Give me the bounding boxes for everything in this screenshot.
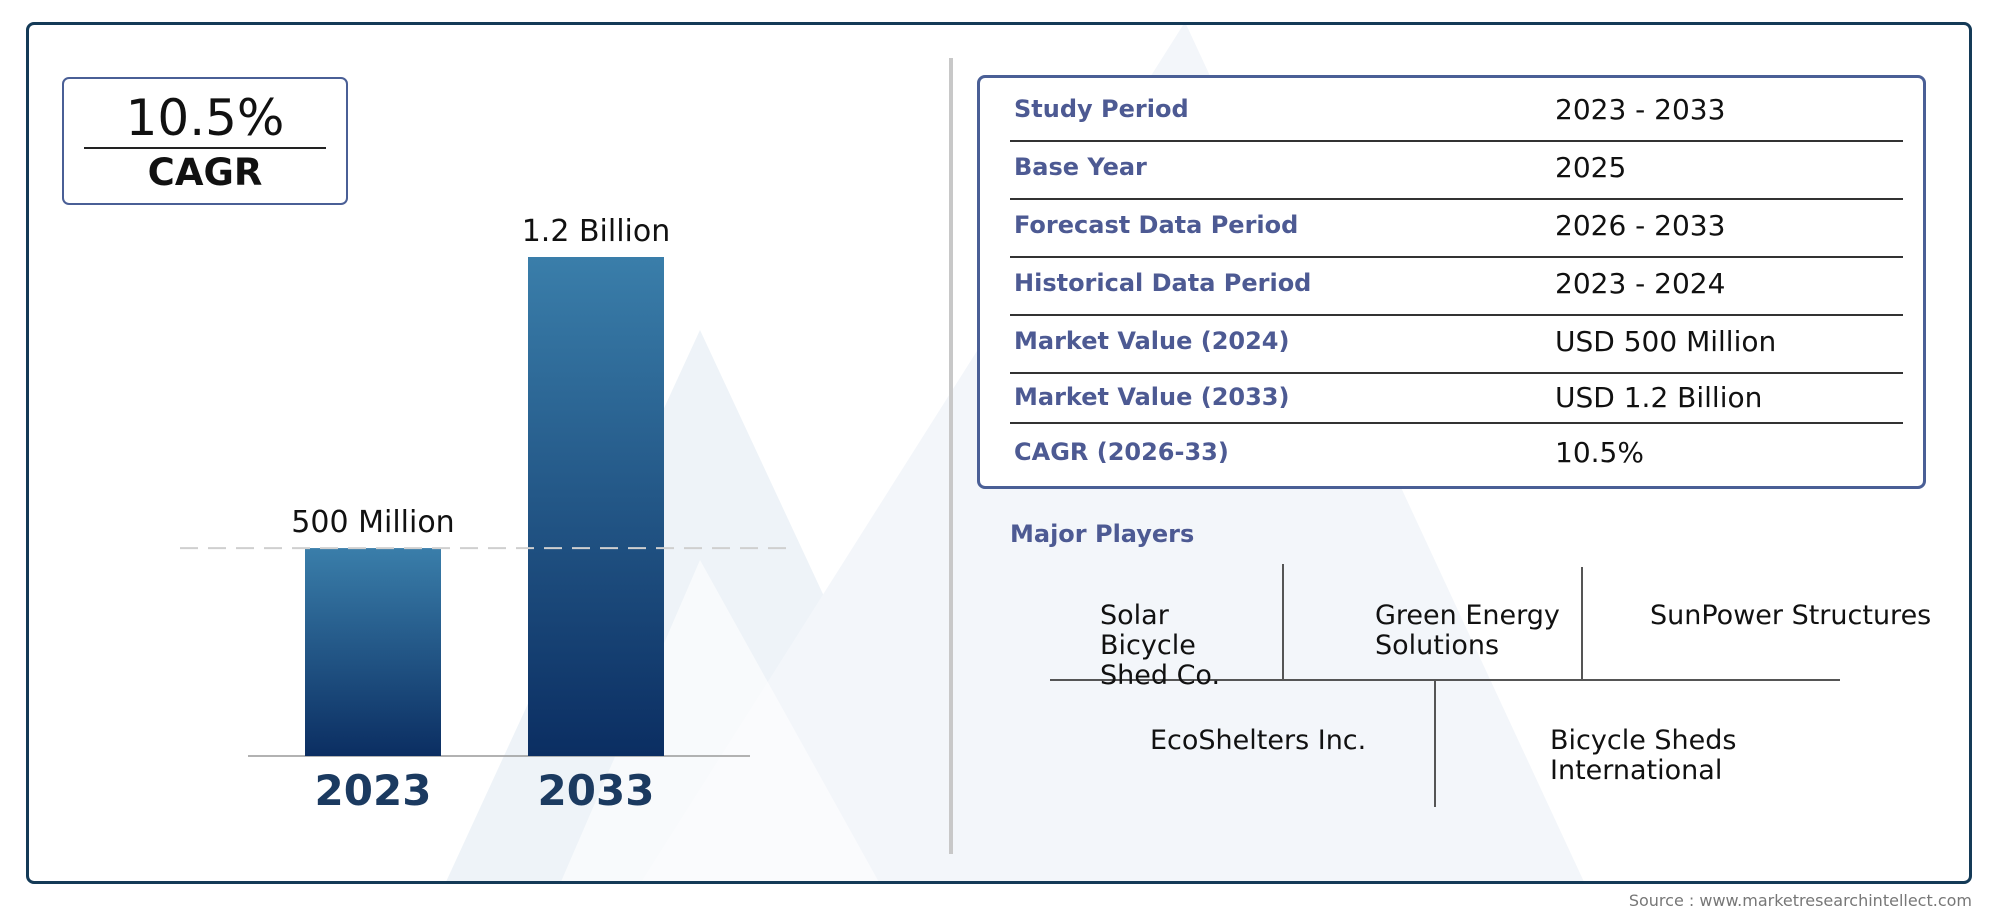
cagr-value: 10.5% xyxy=(125,89,285,147)
row-value: 2025 xyxy=(1555,151,1627,184)
row-label: Study Period xyxy=(1014,95,1189,123)
row-separator xyxy=(1010,140,1903,142)
row-label: Base Year xyxy=(1014,153,1147,181)
source-credit: Source : www.marketresearchintellect.com xyxy=(1628,891,1972,910)
cagr-badge: 10.5% CAGR xyxy=(62,77,348,205)
row-value: USD 500 Million xyxy=(1555,325,1777,358)
row-separator xyxy=(1010,372,1903,374)
content-frame xyxy=(26,22,1972,884)
row-label: CAGR (2026-33) xyxy=(1014,438,1229,466)
row-label: Forecast Data Period xyxy=(1014,211,1299,239)
player-name: Green Energy Solutions xyxy=(1375,600,1560,661)
bar-2023 xyxy=(305,548,441,756)
category-label: 2023 xyxy=(315,766,432,815)
market-info-table: Study Period 2023 - 2033 Base Year 2025 Fore… xyxy=(977,75,1926,489)
player-name: Bicycle Sheds International xyxy=(1550,725,1737,786)
section-divider xyxy=(949,58,953,854)
row-separator xyxy=(1010,314,1903,316)
player-name: EcoShelters Inc. xyxy=(1150,725,1367,756)
row-label: Market Value (2033) xyxy=(1014,383,1290,411)
row-separator xyxy=(1010,422,1903,424)
bar-2033 xyxy=(528,257,664,756)
row-value: USD 1.2 Billion xyxy=(1555,381,1763,414)
row-value: 10.5% xyxy=(1555,436,1644,469)
row-separator xyxy=(1010,256,1903,258)
row-value: 2023 - 2024 xyxy=(1555,267,1726,300)
category-label: 2033 xyxy=(538,766,655,815)
bar-chart: 500 Million 2023 1.2 Billion 2033 xyxy=(180,214,790,815)
row-value: 2026 - 2033 xyxy=(1555,209,1726,242)
player-divider xyxy=(1050,679,1840,681)
player-divider xyxy=(1581,567,1583,679)
player-name: Solar Bicycle Shed Co. xyxy=(1100,600,1221,691)
player-divider xyxy=(1434,680,1436,807)
major-players-title: Major Players xyxy=(1010,520,1195,548)
row-separator xyxy=(1010,198,1903,200)
cagr-label: CAGR xyxy=(147,151,263,194)
bar-value-label: 500 Million xyxy=(291,505,454,540)
row-label: Market Value (2024) xyxy=(1014,327,1290,355)
row-label: Historical Data Period xyxy=(1014,269,1312,297)
player-name: SunPower Structures xyxy=(1650,600,1932,631)
bar-value-label: 1.2 Billion xyxy=(522,214,671,249)
row-value: 2023 - 2033 xyxy=(1555,93,1726,126)
cagr-divider xyxy=(84,147,326,149)
player-divider xyxy=(1282,564,1284,679)
